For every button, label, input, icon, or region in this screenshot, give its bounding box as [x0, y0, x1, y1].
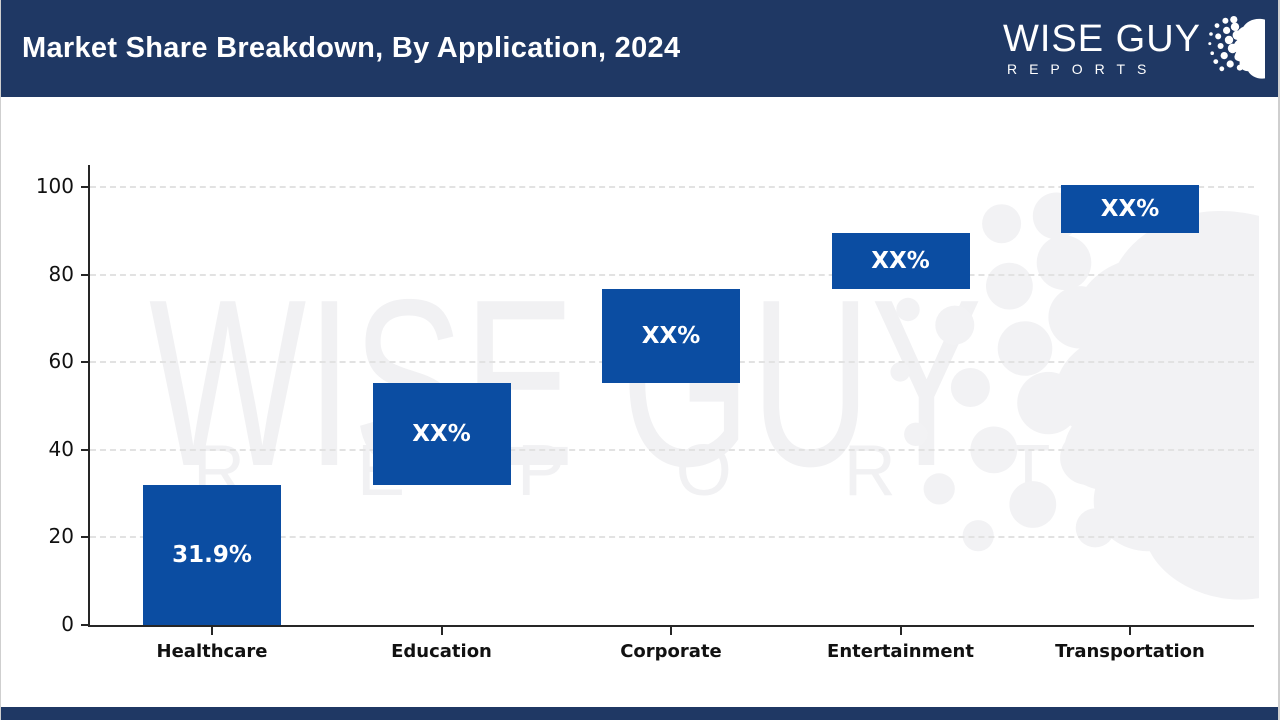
x-tick-entertainment [899, 627, 902, 635]
x-tick-corporate [670, 627, 672, 635]
x-tick-label-corporate: Corporate [620, 641, 722, 662]
y-tick-label-60: 60 [48, 349, 74, 374]
dotted-face-profile-icon [1208, 15, 1265, 79]
y-tick-0 [81, 624, 89, 626]
bar-corporate: XX% [602, 288, 740, 384]
bar-education: XX% [372, 383, 511, 486]
x-tick-transportation [1129, 627, 1131, 635]
y-axis-spine [88, 165, 90, 627]
y-tick-label-80: 80 [48, 261, 74, 286]
bar-healthcare: 31.9% [143, 485, 281, 625]
page-title: Market Share Breakdown, By Application, … [22, 32, 681, 64]
x-axis-spine [88, 625, 1254, 627]
gridline-40 [90, 448, 1254, 451]
bar-label-transportation: XX% [1100, 196, 1160, 223]
x-tick-label-entertainment: Entertainment [827, 641, 974, 662]
bar-label-corporate: XX% [641, 322, 701, 349]
x-tick-healthcare [211, 627, 213, 635]
y-tick-label-100: 100 [35, 174, 74, 198]
x-tick-label-healthcare: Healthcare [156, 641, 268, 662]
y-tick-label-0: 0 [61, 612, 74, 636]
gridline-100 [90, 186, 1254, 188]
y-tick-20 [81, 536, 89, 539]
footer-bar [1, 707, 1278, 720]
x-tick-label-education: Education [391, 641, 492, 662]
bar-transportation: XX% [1061, 185, 1199, 233]
logo-wordmark-line2: REPORTS [1006, 61, 1159, 77]
y-tick-80 [81, 273, 89, 276]
gridline-20 [90, 536, 1254, 539]
bar-label-education: XX% [412, 421, 471, 448]
brand-logo: WISE GUY REPORTS [1003, 12, 1278, 86]
header-bar: Market Share Breakdown, By Application, … [1, 0, 1278, 97]
y-tick-label-40: 40 [48, 436, 74, 461]
y-tick-40 [81, 448, 89, 451]
y-tick-label-20: 20 [48, 524, 74, 549]
logo-wordmark: WISE GUY REPORTS [1003, 20, 1201, 77]
watermark-text-wiseguy: WISE GUY [149, 251, 983, 516]
bar-entertainment: XX% [831, 232, 970, 289]
x-tick-label-transportation: Transportation [1055, 641, 1205, 662]
y-tick-100 [81, 186, 89, 188]
gridline-80 [90, 273, 1254, 276]
waterfall-chart: WISE GUY R E P O R T S 0 20 40 60 80 100 Healt… [1, 97, 1278, 707]
bar-label-entertainment: XX% [871, 247, 930, 274]
bar-label-healthcare: 31.9% [172, 542, 252, 569]
y-tick-60 [81, 361, 89, 364]
logo-wordmark-line1: WISE GUY [1002, 18, 1201, 60]
x-tick-education [440, 627, 443, 635]
